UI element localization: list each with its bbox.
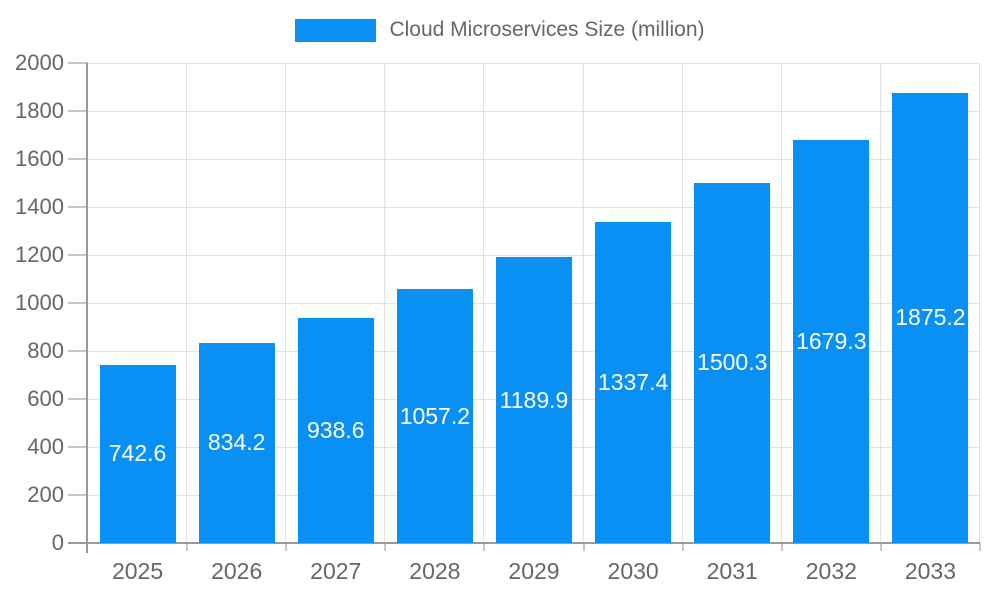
x-axis-label: 2029 xyxy=(508,558,560,584)
y-tick xyxy=(68,350,88,352)
x-tick xyxy=(681,543,684,551)
bar-value-label: 938.6 xyxy=(306,416,365,443)
gridline-v xyxy=(186,63,188,543)
x-axis-label: 2030 xyxy=(607,558,659,584)
y-axis-label: 2000 xyxy=(15,50,64,75)
x-axis-label: 2027 xyxy=(310,558,362,584)
gridline-v xyxy=(384,63,386,543)
bar[interactable]: 1189.9 xyxy=(496,257,572,543)
gridline-h xyxy=(88,254,980,256)
bar-value-label: 1189.9 xyxy=(499,386,569,413)
x-tick xyxy=(285,543,288,551)
y-axis-label: 200 xyxy=(27,482,64,507)
bar[interactable]: 1057.2 xyxy=(396,289,473,543)
y-tick xyxy=(68,254,88,256)
bar-value-label: 1057.2 xyxy=(399,402,471,429)
y-axis-label: 1400 xyxy=(15,194,64,219)
y-tick xyxy=(68,158,88,160)
x-axis-label: 2031 xyxy=(706,558,758,584)
gridline-h xyxy=(88,62,980,64)
legend-swatch xyxy=(295,18,377,42)
x-tick xyxy=(979,543,981,551)
bar[interactable]: 742.6 xyxy=(99,364,176,543)
gridline-v xyxy=(979,63,980,543)
bar-value-label: 834.2 xyxy=(207,429,266,456)
gridline-v xyxy=(483,63,485,543)
y-tick xyxy=(68,446,88,448)
x-axis-label: 2033 xyxy=(904,558,957,584)
y-tick xyxy=(68,302,88,304)
gridline-h xyxy=(88,110,980,112)
x-axis-label: 2032 xyxy=(805,558,857,584)
y-axis-label: 1800 xyxy=(15,98,64,123)
x-tick xyxy=(780,543,783,551)
gridline-v xyxy=(681,63,683,543)
x-axis-labels: 2025 2026 2027 2028 2029 2030 2031 2032 2033 xyxy=(88,558,980,588)
y-axis-line xyxy=(86,63,88,553)
legend-item[interactable]: Cloud Microservices Size (million) xyxy=(0,18,1000,42)
y-axis-label: 800 xyxy=(27,338,64,363)
x-tick xyxy=(582,543,585,551)
gridline-h xyxy=(88,206,980,208)
y-axis-label: 1200 xyxy=(15,242,64,267)
bar-value-label: 1679.3 xyxy=(796,327,867,354)
y-axis-label: 1600 xyxy=(15,146,64,171)
x-axis-label: 2028 xyxy=(409,558,461,584)
bar[interactable]: 1875.2 xyxy=(892,92,969,543)
bar-value-label: 1500.3 xyxy=(697,349,768,376)
x-axis-label: 2026 xyxy=(211,558,263,584)
y-axis-labels: 0 200 400 600 800 1000 1200 1400 1600 1800 2000 xyxy=(0,50,64,555)
plot-area: 742.6 834.2 938.6 1057.2 1189.9 1337.4 1500.3 1… xyxy=(68,62,981,551)
bar-value-label: 1875.2 xyxy=(895,304,966,331)
bar[interactable]: 834.2 xyxy=(198,342,275,543)
gridline-v xyxy=(879,63,881,543)
y-tick xyxy=(68,62,88,64)
gridline-v xyxy=(582,63,584,543)
y-axis-label: 1000 xyxy=(15,290,64,315)
x-axis-label: 2025 xyxy=(111,558,164,584)
x-tick xyxy=(186,543,189,551)
bar[interactable]: 938.6 xyxy=(297,317,374,543)
gridline-v xyxy=(780,63,782,543)
x-tick xyxy=(384,543,387,551)
bar-value-label: 742.6 xyxy=(108,440,167,467)
y-tick xyxy=(68,206,88,208)
bar[interactable]: 1337.4 xyxy=(595,222,672,543)
x-axis-line xyxy=(68,542,980,544)
bar[interactable]: 1679.3 xyxy=(793,139,870,543)
x-tick xyxy=(483,543,486,551)
y-axis-label: 400 xyxy=(27,434,64,459)
y-axis-label: 600 xyxy=(27,386,64,411)
y-tick xyxy=(68,398,88,400)
y-axis-label: 0 xyxy=(51,530,64,555)
bar[interactable]: 1500.3 xyxy=(694,182,771,543)
gridline-h xyxy=(88,158,980,160)
y-tick xyxy=(68,494,88,496)
gridline-v xyxy=(285,63,287,543)
x-tick xyxy=(879,543,882,551)
legend-label: Cloud Microservices Size (million) xyxy=(389,18,705,41)
y-tick xyxy=(68,110,88,112)
bar-value-label: 1337.4 xyxy=(597,369,669,396)
